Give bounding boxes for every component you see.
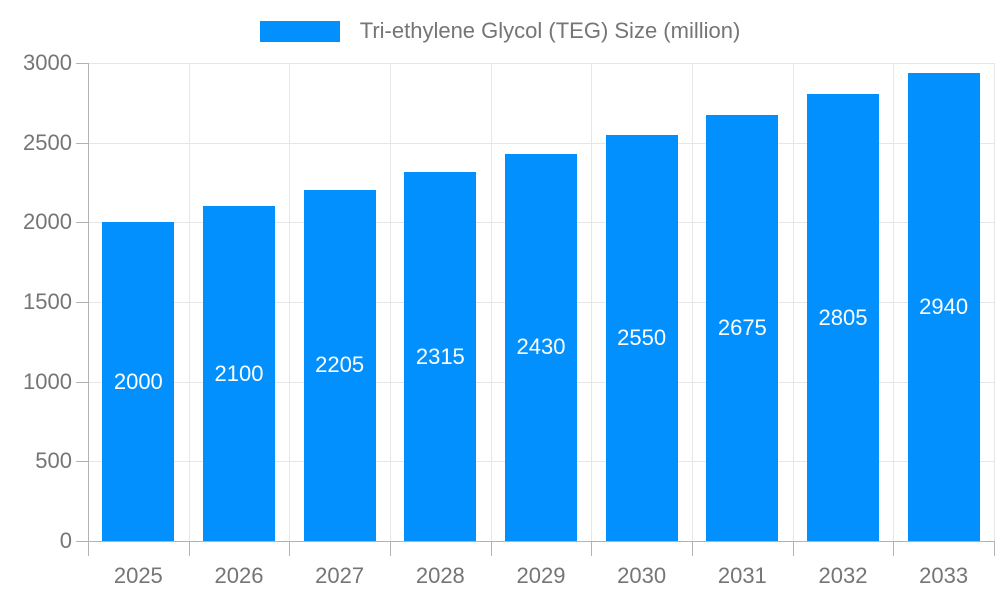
v-gridline-9 [994,63,995,541]
x-tick-5 [591,541,593,556]
bar-value-label-2025: 2000 [113,368,163,394]
v-gridline-4 [490,63,492,541]
y-axis-label-1000: 1000 [23,368,72,394]
bar-2026 [203,206,275,541]
y-axis-line [88,63,89,556]
x-axis-label-2028: 2028 [415,563,465,588]
x-tick-1 [188,541,190,556]
bar-value-label-2028: 2315 [415,343,465,369]
legend-title: Tri-ethylene Glycol (TEG) Size (million) [359,18,741,43]
bar-2031 [706,114,779,541]
v-gridline-8 [893,63,895,541]
y-axis-label-2000: 2000 [23,209,72,235]
x-tick-7 [792,541,794,556]
x-axis-label-2027: 2027 [315,563,365,588]
x-axis-line [88,541,994,542]
x-axis-label-2032: 2032 [818,563,868,588]
legend: Tri-ethylene Glycol (TEG) Size (million) [0,19,1000,43]
x-tick-2 [289,541,291,556]
x-axis-label-2025: 2025 [113,563,163,588]
y-tick-2500 [76,142,88,144]
bar-value-label-2032: 2805 [818,304,868,330]
v-gridline-2 [289,63,291,541]
bar-value-label-2031: 2675 [717,314,767,340]
bar-2030 [605,134,678,541]
x-axis-label-2031: 2031 [717,563,767,588]
bar-value-label-2027: 2205 [315,352,365,378]
y-tick-500 [76,461,88,463]
x-tick-8 [893,541,895,556]
v-gridline-7 [792,63,794,541]
v-gridline-5 [591,63,593,541]
y-axis-label-500: 500 [35,448,72,474]
v-gridline-1 [188,63,190,541]
x-axis-label-2026: 2026 [214,563,264,588]
v-gridline-6 [692,63,693,541]
y-axis-label-2500: 2500 [23,129,72,155]
bar-2029 [505,153,577,541]
bar-2025 [102,222,175,541]
y-tick-3000 [76,63,88,64]
y-tick-2000 [76,222,88,224]
bar-value-label-2026: 2100 [214,360,264,386]
x-axis-label-2033: 2033 [919,563,969,588]
h-gridline-3000 [88,63,994,64]
y-axis-label-0: 0 [59,528,72,553]
bar-value-label-2033: 2940 [919,293,969,319]
x-axis-label-2030: 2030 [617,563,667,588]
bar-2032 [807,94,879,541]
y-axis-label-3000: 3000 [23,50,72,75]
y-tick-1000 [76,381,88,383]
y-tick-1500 [76,302,88,303]
v-gridline-3 [390,63,391,541]
bar-2027 [303,189,376,541]
bar-2033 [907,72,980,541]
bar-value-label-2030: 2550 [617,324,667,350]
h-gridline-2500 [88,142,994,144]
bar-2028 [404,172,477,541]
bar-value-label-2029: 2430 [516,334,566,360]
x-tick-9 [994,541,995,556]
x-tick-6 [692,541,693,556]
y-axis-label-1500: 1500 [23,289,72,314]
legend-swatch [259,20,340,42]
x-axis-label-2029: 2029 [516,563,566,588]
x-tick-3 [390,541,391,556]
x-tick-4 [490,541,492,556]
x-tick-0 [88,541,89,556]
y-tick-0 [76,541,88,542]
